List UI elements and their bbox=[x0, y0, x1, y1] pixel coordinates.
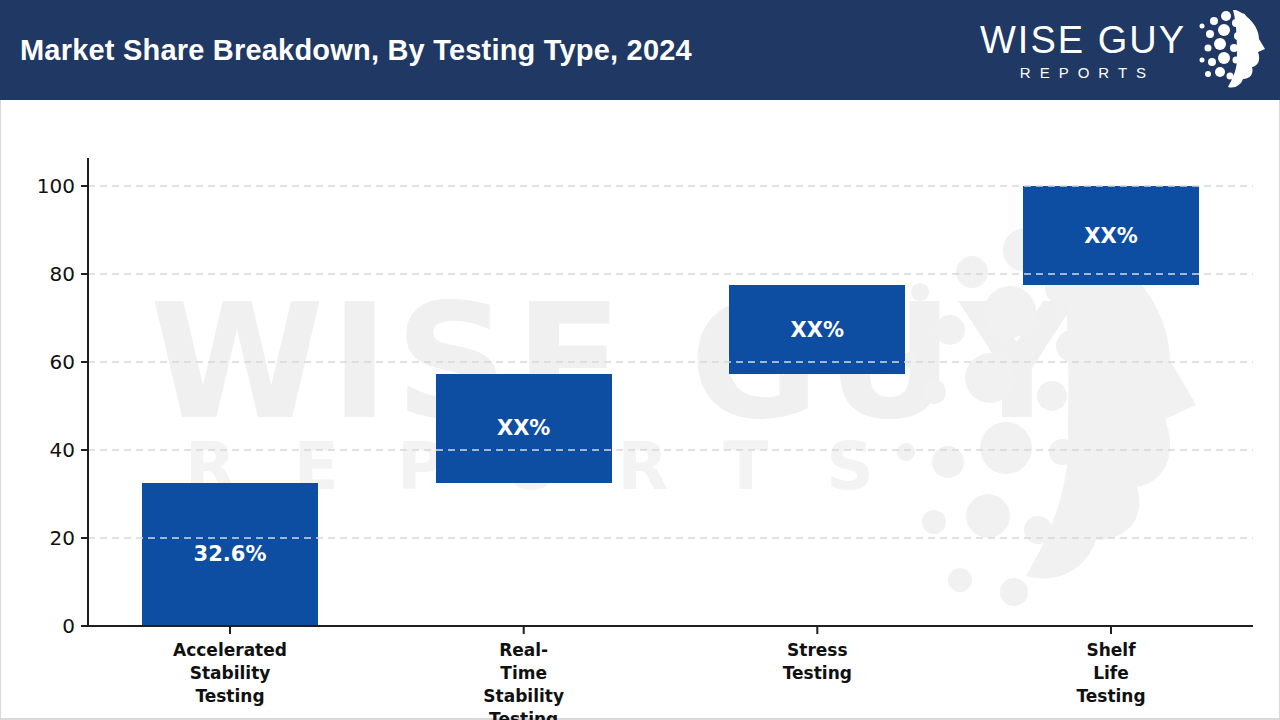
bar-value-label: XX% bbox=[791, 318, 844, 342]
axes-and-gridlines bbox=[0, 0, 1280, 720]
y-tick-label: 20 bbox=[50, 526, 75, 550]
y-tick-label: 80 bbox=[50, 262, 75, 286]
category-label: Stress Testing bbox=[783, 639, 852, 685]
y-tick-label: 0 bbox=[62, 614, 75, 638]
y-tick-label: 100 bbox=[37, 174, 75, 198]
bar-value-label: XX% bbox=[1084, 224, 1137, 248]
chart-canvas: Market Share Breakdown, By Testing Type,… bbox=[0, 0, 1280, 720]
y-tick-label: 40 bbox=[50, 438, 75, 462]
bar-value-label: XX% bbox=[497, 416, 550, 440]
category-label: AcceleratedStability Testing bbox=[173, 639, 287, 708]
bar-value-label: 32.6% bbox=[194, 542, 267, 566]
category-label: Shelf Life Testing bbox=[1076, 639, 1145, 708]
y-tick-label: 60 bbox=[50, 350, 75, 374]
category-label: Real-TimeStability Testing bbox=[483, 639, 564, 720]
